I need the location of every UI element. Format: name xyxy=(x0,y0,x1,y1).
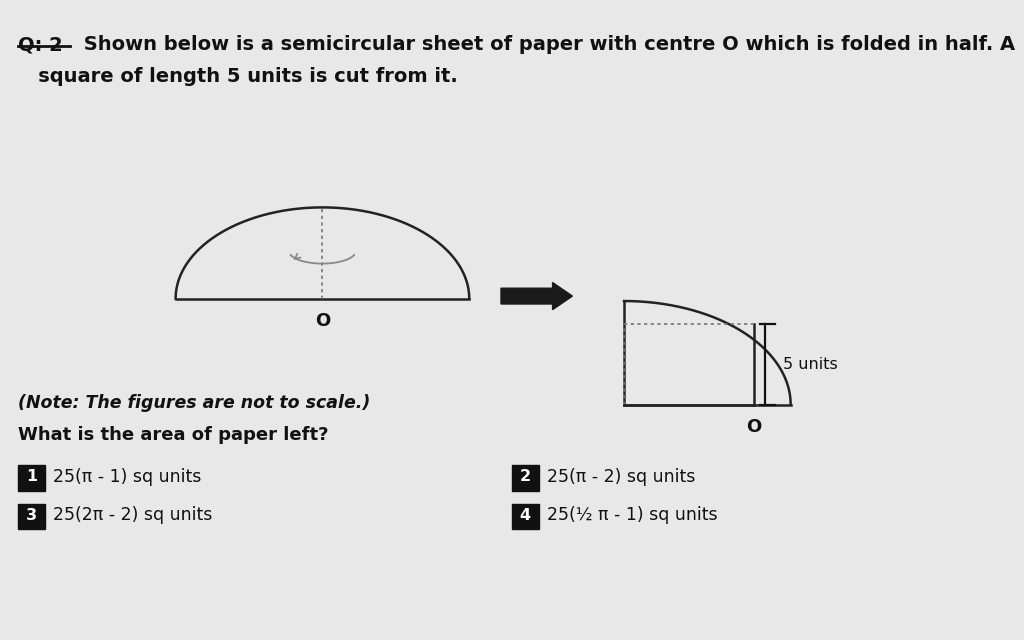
Text: Q: 2: Q: 2 xyxy=(18,35,63,54)
FancyArrow shape xyxy=(501,282,572,310)
Text: 1: 1 xyxy=(27,469,37,484)
Text: 25(2π - 2) sq units: 25(2π - 2) sq units xyxy=(53,506,213,524)
Text: 4: 4 xyxy=(520,508,530,523)
Text: What is the area of paper left?: What is the area of paper left? xyxy=(18,426,329,444)
Text: Shown below is a semicircular sheet of paper with centre O which is folded in ha: Shown below is a semicircular sheet of p… xyxy=(77,35,1015,54)
Text: 2: 2 xyxy=(520,469,530,484)
Text: square of length 5 units is cut from it.: square of length 5 units is cut from it. xyxy=(18,67,458,86)
Text: 25(π - 1) sq units: 25(π - 1) sq units xyxy=(53,468,202,486)
Text: (Note: The figures are not to scale.): (Note: The figures are not to scale.) xyxy=(18,394,371,412)
Text: 25(½ π - 1) sq units: 25(½ π - 1) sq units xyxy=(547,506,718,524)
Text: 3: 3 xyxy=(27,508,37,523)
Text: O: O xyxy=(314,312,330,330)
Text: 25(π - 2) sq units: 25(π - 2) sq units xyxy=(547,468,695,486)
Text: 5 units: 5 units xyxy=(782,356,838,372)
Text: O: O xyxy=(746,419,762,436)
